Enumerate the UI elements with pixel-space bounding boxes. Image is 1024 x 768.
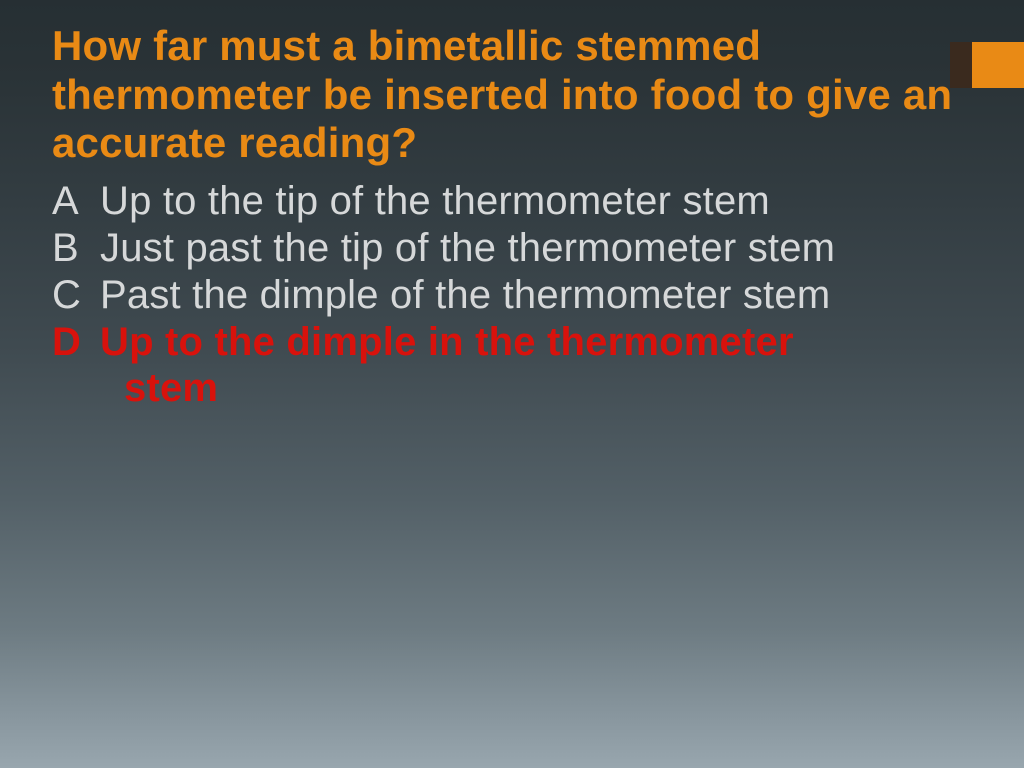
option-c-text: Past the dimple of the thermometer stem — [100, 273, 830, 317]
option-b-label: B — [52, 225, 100, 272]
option-d-label: D — [52, 319, 100, 366]
option-a-text: Up to the tip of the thermometer stem — [100, 179, 770, 223]
question-title: How far must a bimetallic stemmed thermo… — [52, 22, 1004, 168]
option-d-text: Up to the dimple in the thermometer — [100, 320, 794, 364]
slide: How far must a bimetallic stemmed thermo… — [0, 0, 1024, 768]
accent-bar — [950, 42, 1024, 88]
option-c: CPast the dimple of the thermometer stem — [52, 272, 1004, 319]
option-c-label: C — [52, 272, 100, 319]
option-a-label: A — [52, 178, 100, 225]
accent-bar-dark — [950, 42, 972, 88]
option-b-text: Just past the tip of the thermometer ste… — [100, 226, 835, 270]
option-b: BJust past the tip of the thermometer st… — [52, 225, 1004, 272]
option-d: DUp to the dimple in the thermometer — [52, 319, 1004, 366]
options-list: AUp to the tip of the thermometer stem B… — [52, 178, 1004, 412]
option-a: AUp to the tip of the thermometer stem — [52, 178, 1004, 225]
accent-bar-orange — [972, 42, 1024, 88]
option-d-cont: stem — [52, 365, 1004, 412]
